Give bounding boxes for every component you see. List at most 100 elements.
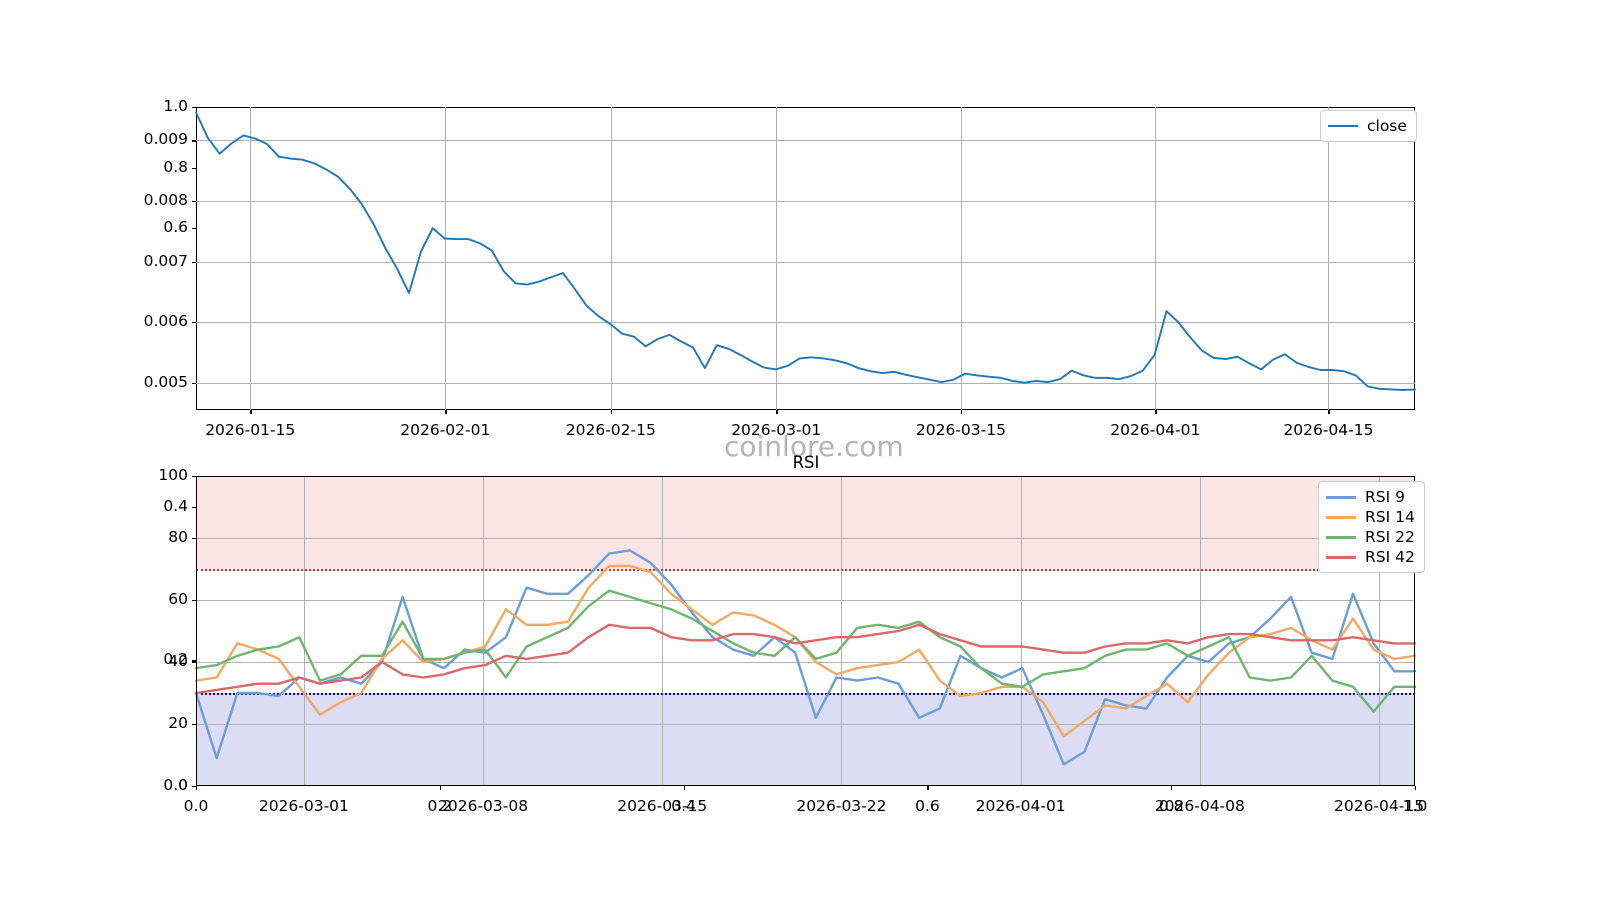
rsi-y-norm-tick-label: 0.4	[163, 497, 188, 515]
price-y-tick-label: 0.005	[143, 372, 188, 391]
price-y-norm-tickmark	[192, 167, 196, 169]
price-gridline-v	[776, 107, 778, 410]
rsi-overbought-level-line	[196, 569, 1415, 571]
price-y-tickmark	[192, 261, 196, 263]
rsi-x-norm-tick-label: 0.0	[183, 797, 209, 815]
rsi-legend-item[interactable]: RSI 14	[1326, 507, 1415, 527]
rsi-y-norm-tickmark	[192, 507, 196, 509]
rsi-x-norm-tickmark	[927, 786, 929, 790]
price-x-tick-label: 2026-02-01	[400, 421, 491, 439]
rsi-x-date-tick-label: 2026-04-08	[1154, 797, 1245, 815]
rsi-x-norm-tickmark	[1415, 786, 1417, 790]
rsi-gridline-v	[303, 476, 305, 786]
price-x-tick-label: 2026-03-01	[731, 421, 822, 439]
price-gridline-h	[196, 200, 1415, 202]
price-legend-swatch	[1328, 125, 1358, 127]
coinlore-watermark: coinlore.com	[724, 430, 904, 463]
price-x-tick-label: 2026-02-15	[565, 421, 656, 439]
rsi-x-norm-tickmark	[1171, 786, 1173, 790]
rsi-x-norm-tick-label: 0.2	[427, 797, 453, 815]
rsi-legend-swatch	[1326, 535, 1356, 539]
rsi-legend-item[interactable]: RSI 42	[1326, 547, 1415, 567]
price-y-norm-tick-label: 0.6	[163, 218, 188, 237]
price-y-norm-tickmark	[192, 107, 196, 109]
rsi-gridline-v	[841, 476, 843, 786]
price-gridline-h	[196, 322, 1415, 324]
rsi-legend-label: RSI 14	[1365, 508, 1415, 526]
price-y-tickmark	[192, 140, 196, 142]
rsi-legend-swatch	[1326, 515, 1356, 519]
rsi-x-norm-tick-label: 0.8	[1158, 797, 1184, 815]
price-y-tickmark	[192, 382, 196, 385]
rsi-oversold-level-line	[196, 693, 1415, 695]
price-gridline-h	[196, 140, 1415, 142]
rsi-legend-label: RSI 9	[1365, 488, 1405, 506]
rsi-legend-item[interactable]: RSI 9	[1326, 487, 1415, 507]
rsi-y-tickmark	[192, 662, 196, 664]
price-y-tick-label: 0.007	[143, 251, 188, 270]
rsi-y-tickmark	[192, 724, 196, 726]
price-gridline-h	[196, 382, 1415, 384]
rsi-chart-plot-area	[196, 476, 1415, 786]
rsi-legend-label: RSI 42	[1365, 548, 1415, 566]
price-gridline-v	[610, 107, 612, 410]
price-chart-plot-area	[196, 107, 1415, 410]
price-x-tick-label: 2026-04-15	[1283, 421, 1374, 439]
price-chart-legend[interactable]: close	[1320, 110, 1417, 142]
rsi-y-tickmark	[192, 538, 196, 540]
rsi-x-norm-tick-label: 0.6	[915, 797, 940, 815]
rsi-gridline-v	[662, 476, 664, 786]
rsi-y-tickmark	[192, 600, 196, 602]
rsi-x-date-tick-label: 2026-04-01	[975, 797, 1066, 815]
price-gridline-v	[1155, 107, 1157, 410]
rsi-y-norm-tickmark	[192, 660, 196, 662]
price-x-tick-label: 2026-04-01	[1110, 421, 1201, 439]
price-gridline-v	[960, 107, 962, 410]
rsi-x-norm-tick-label: 0.4	[671, 797, 696, 815]
rsi-y-tickmark	[192, 476, 196, 478]
rsi-chart-legend[interactable]: RSI 9 RSI 14 RSI 22 RSI 42	[1318, 481, 1425, 573]
rsi-y-tick-label: 20	[168, 714, 188, 732]
rsi-y-tick-label: 100	[158, 466, 188, 484]
rsi-x-norm-tickmark	[683, 786, 685, 790]
price-y-tick-label: 0.008	[143, 190, 188, 209]
rsi-gridline-v	[1199, 476, 1201, 786]
price-legend-item[interactable]: close	[1328, 116, 1407, 136]
price-legend-label: close	[1367, 117, 1407, 135]
price-x-tickmark	[960, 410, 963, 414]
rsi-gridline-h	[196, 600, 1415, 601]
rsi-line-rsi-9	[194, 549, 1417, 766]
price-gridline-v	[250, 107, 252, 410]
rsi-gridline-v	[483, 476, 485, 786]
rsi-y-tick-label: 80	[168, 528, 188, 546]
rsi-legend-item[interactable]: RSI 22	[1326, 527, 1415, 547]
price-gridline-v	[1328, 107, 1330, 410]
price-y-norm-tick-label: 1.0	[163, 97, 188, 115]
price-y-tickmark	[192, 200, 196, 203]
rsi-y-tick-label: 60	[168, 590, 188, 608]
rsi-legend-label: RSI 22	[1365, 528, 1415, 546]
price-x-tickmark	[1328, 410, 1330, 414]
price-y-tick-label: 0.009	[143, 130, 188, 149]
rsi-chart-title: RSI	[792, 453, 820, 472]
rsi-line-rsi-42	[194, 623, 1417, 695]
rsi-y-norm-tick-label: 0.2	[163, 650, 188, 669]
rsi-y-norm-tickmark	[192, 786, 196, 788]
rsi-x-date-tick-label: 2026-03-15	[617, 797, 708, 815]
price-x-tick-label: 2026-01-15	[205, 421, 296, 439]
price-x-tickmark	[776, 410, 778, 414]
price-x-tickmark	[445, 410, 447, 414]
price-x-tickmark	[1155, 410, 1157, 414]
rsi-gridline-h	[196, 538, 1415, 539]
rsi-x-norm-tickmark	[196, 786, 198, 790]
price-y-norm-tickmark	[192, 228, 196, 230]
price-x-tickmark	[610, 410, 613, 414]
rsi-legend-swatch	[1326, 555, 1356, 559]
rsi-gridline-h	[196, 662, 1415, 663]
price-close-line	[195, 111, 1416, 391]
rsi-gridline-v	[1379, 476, 1381, 786]
price-y-norm-tick-label: 0.8	[163, 157, 188, 176]
